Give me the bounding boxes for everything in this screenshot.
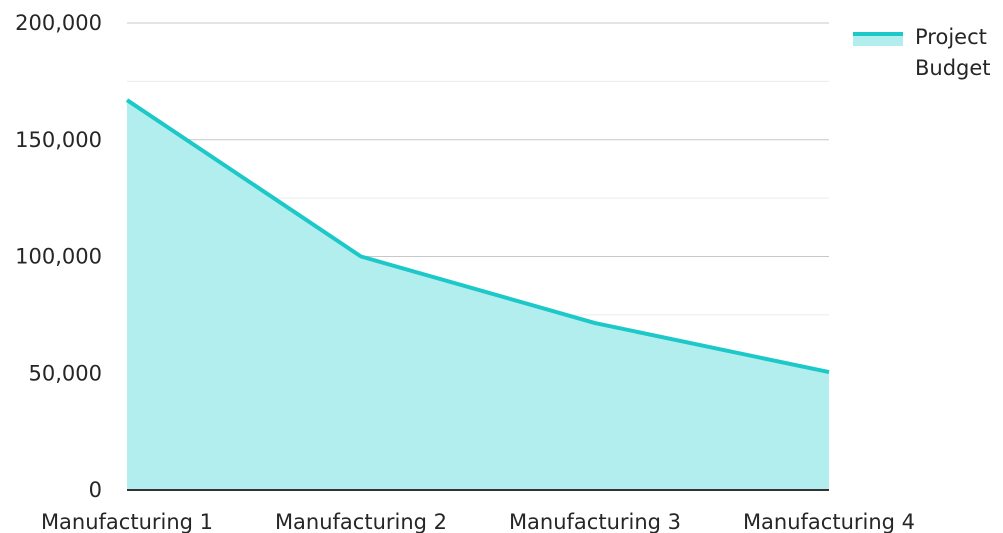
x-tick-label: Manufacturing 3 [509,510,681,533]
legend: Project Budget [853,25,991,80]
y-tick-label: 150,000 [15,128,102,152]
legend-swatch-project-budget [853,34,903,46]
area-fill-series-0 [127,100,829,491]
y-tick-label: 0 [89,478,102,502]
x-tick-label: Manufacturing 2 [275,510,447,533]
series-line-0 [125,98,830,375]
x-tick-label: Manufacturing 1 [41,510,213,533]
y-tick-label: 50,000 [29,361,102,385]
x-tick-label: Manufacturing 4 [743,510,915,533]
legend-label-line-2: Budget [915,56,991,80]
y-tick-label: 100,000 [15,245,102,269]
y-tick-label: 200,000 [15,11,102,35]
plot-area [125,98,830,491]
legend-label-line-1: Project [915,25,987,49]
axes: 0 50,000 100,000 150,000 200,000 Manufacturin… [15,11,915,533]
